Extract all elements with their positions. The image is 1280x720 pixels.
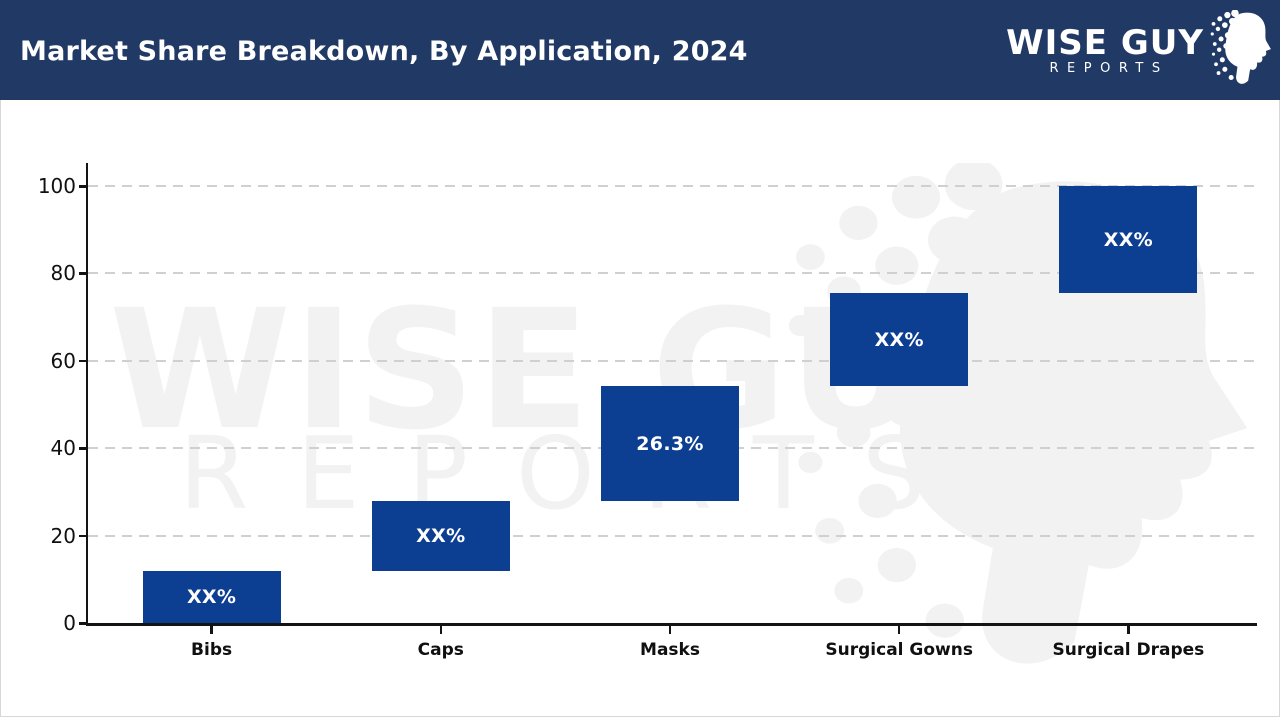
- gridline-y100: [88, 185, 1257, 187]
- bar-caps: XX%: [371, 501, 510, 571]
- x-axis-label-masks: Masks: [640, 640, 700, 660]
- gridline-y20: [88, 534, 1257, 537]
- x-axis-label-caps: Caps: [417, 640, 464, 660]
- y-tick-mark: [79, 447, 87, 450]
- x-axis-label-bibs: Bibs: [191, 640, 233, 660]
- bar-value-label: XX%: [186, 585, 237, 608]
- x-axis-label-surgical-gowns: Surgical Gowns: [825, 640, 973, 660]
- header-banner: Market Share Breakdown, By Application, …: [0, 0, 1280, 100]
- chart-title: Market Share Breakdown, By Application, …: [20, 36, 748, 67]
- y-tick-mark: [79, 534, 87, 538]
- watermark-subtitle: REPORTS: [179, 415, 974, 532]
- y-axis-tick-label: 60: [50, 348, 76, 373]
- y-tick-mark: [79, 272, 87, 275]
- x-tick-mark: [897, 625, 901, 634]
- bar-masks: 26.3%: [601, 386, 739, 502]
- y-axis-tick-label: 80: [50, 261, 76, 286]
- logo-text: WISE GUY REPORTS: [1006, 22, 1204, 77]
- bar-value-label: XX%: [874, 328, 924, 351]
- x-tick-mark: [1127, 625, 1130, 634]
- y-axis-tick-label: 20: [50, 523, 76, 548]
- x-axis-line: [85, 623, 1257, 626]
- y-axis-tick-label: 100: [37, 174, 76, 198]
- y-tick-mark: [79, 185, 87, 188]
- gridline-y60: [88, 359, 1257, 362]
- logo-face-icon: [1210, 10, 1271, 84]
- y-axis-tick-label: 40: [50, 436, 76, 461]
- bar-value-label: 26.3%: [636, 432, 704, 455]
- bar-surgical-gowns: XX%: [830, 293, 969, 387]
- bar-value-label: XX%: [416, 525, 466, 548]
- logo-wordmark: WISE GUY: [1006, 22, 1204, 63]
- y-tick-mark: [79, 622, 87, 625]
- y-tick-mark: [79, 359, 87, 363]
- x-axis-label-surgical-drapes: Surgical Drapes: [1052, 640, 1205, 660]
- gridline-y80: [88, 272, 1257, 275]
- bar-bibs: XX%: [142, 570, 281, 623]
- logo-subtitle: REPORTS: [1049, 61, 1169, 77]
- wise-guy-reports-logo: WISE GUY REPORTS: [1006, 9, 1272, 93]
- y-axis-tick-label: 0: [63, 611, 76, 635]
- bar-value-label: XX%: [1103, 228, 1154, 251]
- x-tick-mark: [668, 625, 672, 634]
- y-axis-line: [85, 163, 88, 625]
- bar-surgical-drapes: XX%: [1059, 186, 1198, 294]
- x-tick-mark: [210, 625, 213, 634]
- x-tick-mark: [439, 625, 443, 634]
